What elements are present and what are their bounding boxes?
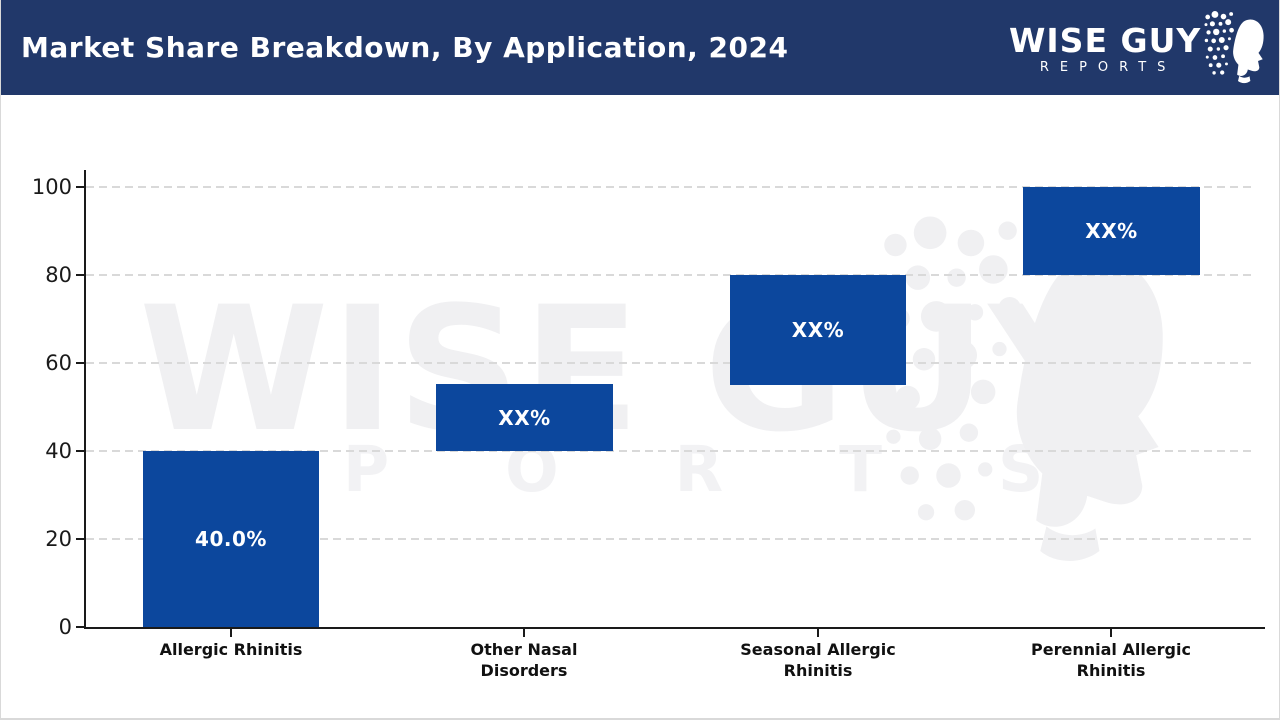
y-tick-label: 20 (45, 527, 72, 551)
page-title: Market Share Breakdown, By Application, … (21, 31, 789, 64)
gridline-40 (86, 450, 1254, 452)
x-tick (1110, 629, 1112, 637)
gridline-100 (86, 186, 1254, 188)
y-tick (76, 626, 84, 628)
bar-other-nasal-disorders: XX% (436, 384, 613, 451)
y-tick-label: 100 (31, 175, 72, 199)
wiseguy-logo: WISE GUY REPORTS (1009, 6, 1275, 92)
wiseguy-logo-text: WISE GUY REPORTS (1009, 24, 1201, 75)
y-tick (76, 274, 84, 276)
bar-value-label: XX% (791, 318, 845, 342)
bar-allergic-rhinitis: 40.0% (143, 451, 319, 627)
header-bar: Market Share Breakdown, By Application, … (1, 0, 1279, 95)
y-tick-label: 60 (45, 351, 72, 375)
bar-value-label: 40.0% (195, 527, 267, 551)
wiseguy-head-icon (1204, 11, 1264, 84)
bar-value-label: XX% (1085, 219, 1138, 243)
y-tick (76, 362, 84, 364)
x-tick (523, 629, 525, 637)
x-category-label: Perennial Allergic Rhinitis (1031, 640, 1191, 680)
x-axis-line (84, 627, 1265, 629)
y-tick (76, 538, 84, 540)
watermark-head-icon (880, 216, 1163, 561)
bar-value-label: XX% (498, 405, 551, 430)
x-tick (230, 629, 232, 637)
y-tick-label: 0 (58, 615, 72, 639)
watermark-text: WISE GUY (139, 269, 1116, 470)
y-axis-line (84, 170, 86, 629)
logo-reports-label: REPORTS (1039, 59, 1177, 75)
x-category-label: Other Nasal Disorders (470, 640, 578, 680)
x-category-label: Seasonal Allergic Rhinitis (740, 640, 896, 680)
y-tick-label: 40 (45, 439, 72, 463)
bar-perennial-allergic-rhinitis: XX% (1023, 187, 1200, 275)
y-tick (76, 450, 84, 452)
gridline-60 (86, 362, 1254, 364)
x-tick (817, 629, 819, 637)
bar-seasonal-allergic-rhinitis: XX% (730, 275, 906, 385)
gridline-80 (86, 274, 1254, 276)
gridline-20 (86, 538, 1254, 540)
logo-wiseguy-label: WISE GUY (1009, 20, 1202, 60)
x-category-label: Allergic Rhinitis (159, 640, 303, 659)
y-tick-label: 80 (45, 263, 72, 287)
y-tick (76, 186, 84, 188)
